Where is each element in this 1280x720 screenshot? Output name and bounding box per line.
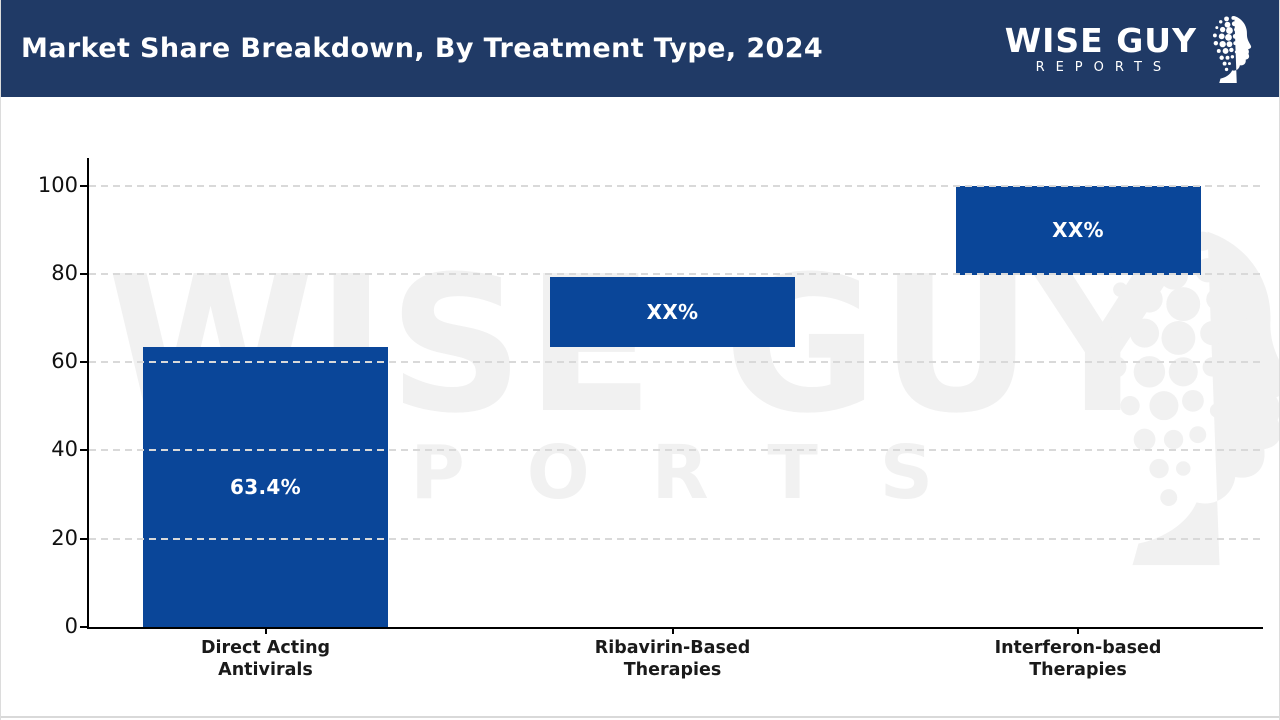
- y-tick-mark: [80, 449, 89, 452]
- y-tick-mark: [80, 272, 89, 275]
- y-gridline: [89, 449, 1263, 452]
- bottom-divider: [1, 716, 1279, 718]
- chart-bar: XX%: [550, 277, 795, 348]
- x-category-label-line: Direct Acting: [200, 638, 331, 658]
- y-tick-label: 100: [37, 172, 78, 197]
- y-gridline: [89, 361, 1263, 364]
- y-tick-mark: [80, 184, 89, 187]
- y-tick-mark: [80, 361, 89, 364]
- x-axis-line: [87, 627, 1263, 629]
- bar-value-label: 63.4%: [230, 475, 301, 500]
- x-tick-mark: [1077, 627, 1079, 634]
- y-tick-label: 40: [51, 437, 78, 462]
- x-tick-mark: [264, 627, 267, 634]
- y-gridline: [89, 537, 1263, 540]
- x-category-label-line: Ribavirin-Based: [594, 638, 751, 658]
- wiseguy-logo: WISE GUY REPORTS: [1005, 15, 1255, 83]
- y-tick-label: 60: [51, 349, 78, 374]
- chart-bar: 63.4%: [143, 347, 388, 627]
- x-category-label: Ribavirin-Based Therapies: [513, 638, 833, 682]
- header: Market Share Breakdown, By Treatment Typ…: [1, 0, 1279, 97]
- y-tick-mark: [80, 537, 89, 540]
- x-category-label-line: Therapies: [623, 659, 722, 680]
- x-category-label-line: Interferon-based: [994, 638, 1162, 658]
- watermark-head-icon: [1043, 226, 1280, 566]
- x-category-label-line: Antivirals: [218, 659, 313, 680]
- logo-subtitle: REPORTS: [1035, 59, 1173, 75]
- logo-name: WISE GUY: [1004, 20, 1197, 60]
- y-tick-label: 0: [64, 614, 78, 638]
- x-category-label: Direct Acting Antivirals: [106, 638, 426, 682]
- y-tick-label: 80: [51, 260, 78, 285]
- bar-value-label: XX%: [646, 300, 699, 325]
- chart-bar: XX%: [955, 185, 1201, 275]
- y-tick-label: 20: [51, 525, 78, 550]
- x-tick-mark: [671, 627, 674, 634]
- x-category-label: Interferon-based Therapies: [918, 638, 1238, 682]
- y-gridline: [89, 184, 1263, 187]
- x-category-label-line: Therapies: [1029, 659, 1127, 680]
- page-title: Market Share Breakdown, By Treatment Typ…: [21, 33, 824, 64]
- bar-value-label: XX%: [1052, 218, 1104, 243]
- y-gridline: [89, 272, 1263, 275]
- y-axis-line: [87, 158, 89, 629]
- y-tick-mark: [80, 626, 89, 628]
